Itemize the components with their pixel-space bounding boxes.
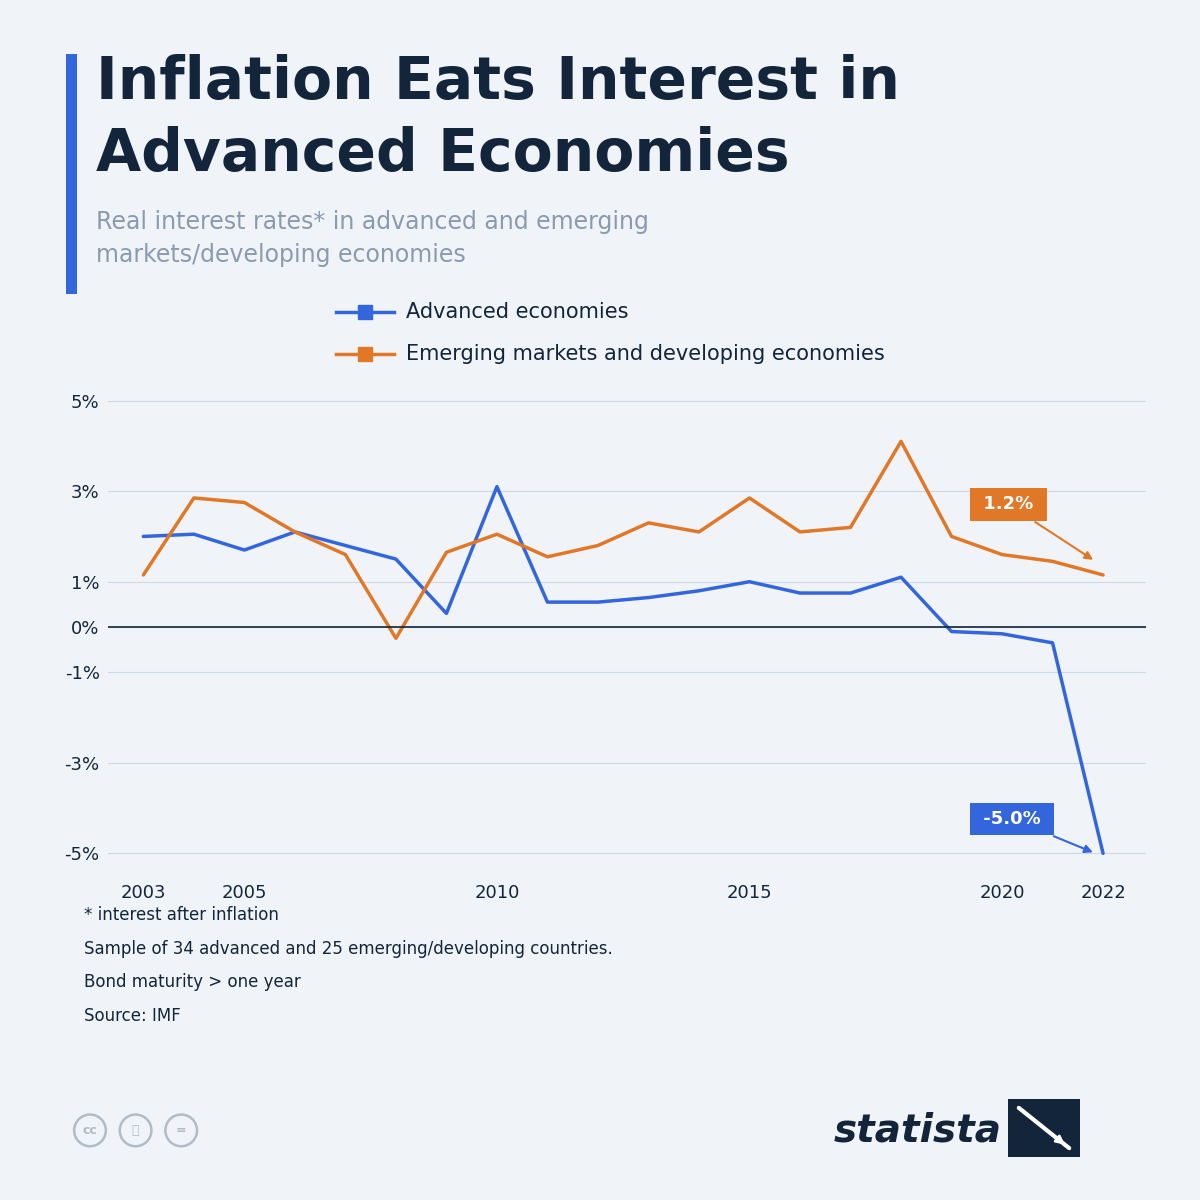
Text: Advanced economies: Advanced economies	[406, 302, 628, 322]
Text: Inflation Eats Interest in: Inflation Eats Interest in	[96, 54, 900, 110]
Text: =: =	[176, 1124, 186, 1136]
Text: Sample of 34 advanced and 25 emerging/developing countries.: Sample of 34 advanced and 25 emerging/de…	[84, 940, 613, 958]
Text: Real interest rates* in advanced and emerging
markets/developing economies: Real interest rates* in advanced and eme…	[96, 210, 649, 266]
Text: -5.0%: -5.0%	[977, 810, 1091, 852]
Text: * interest after inflation: * interest after inflation	[84, 906, 278, 924]
Text: Bond maturity > one year: Bond maturity > one year	[84, 973, 301, 991]
Text: statista: statista	[834, 1111, 1002, 1150]
Text: cc: cc	[83, 1124, 97, 1136]
Text: 1.2%: 1.2%	[977, 496, 1091, 558]
Text: Emerging markets and developing economies: Emerging markets and developing economie…	[406, 344, 884, 364]
Text: ⓘ: ⓘ	[132, 1124, 139, 1136]
Text: Source: IMF: Source: IMF	[84, 1007, 181, 1025]
Text: Advanced Economies: Advanced Economies	[96, 126, 790, 182]
